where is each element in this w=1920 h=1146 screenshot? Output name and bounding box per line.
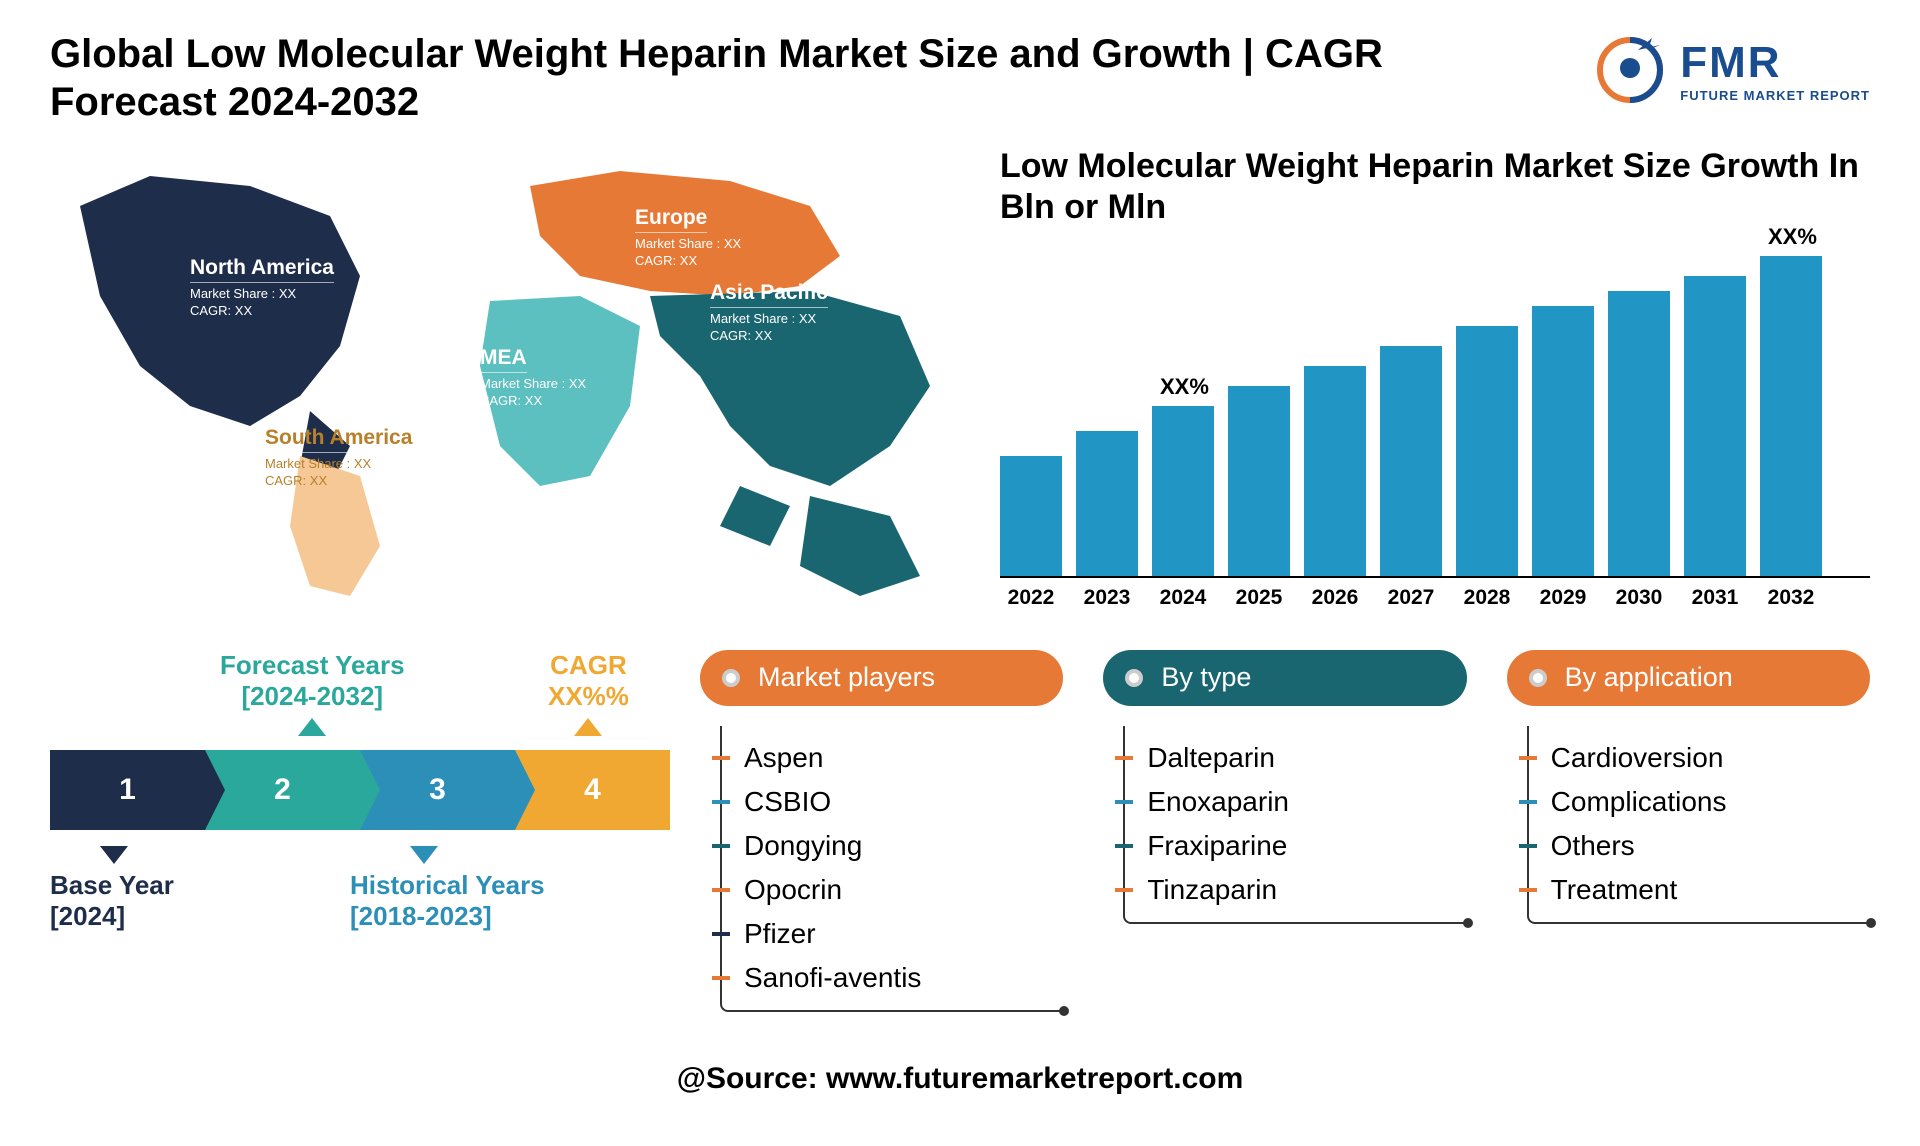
category-by-type: By type DalteparinEnoxaparinFraxiparineTi… <box>1103 650 1466 1012</box>
category-item: Dongying <box>752 824 1063 868</box>
item-bullet-icon <box>1115 756 1133 760</box>
bar-2028 <box>1456 326 1518 576</box>
page-title: Global Low Molecular Weight Heparin Mark… <box>50 30 1450 126</box>
region-south-america: South AmericaMarket Share : XXCAGR: XX <box>265 426 412 490</box>
world-map: North AmericaMarket Share : XXCAGR: XX So… <box>50 146 970 606</box>
bullet-icon <box>1125 669 1143 687</box>
bar-label: 2029 <box>1540 586 1587 610</box>
category-item: Opocrin <box>752 868 1063 912</box>
region-mea: MEAMarket Share : XXCAGR: XX <box>480 346 586 410</box>
bar-chart: XX%XX% <box>1000 238 1870 578</box>
chart-title: Low Molecular Weight Heparin Market Size… <box>1000 146 1870 228</box>
forecast-years: [2024-2032] <box>220 681 405 712</box>
timeline-seg-4: 4 <box>515 750 670 830</box>
category-by-application: By application CardioversionComplications… <box>1507 650 1870 1012</box>
category-item: CSBIO <box>752 780 1063 824</box>
bar-label: 2031 <box>1692 586 1739 610</box>
item-bullet-icon <box>1519 756 1537 760</box>
item-bullet-icon <box>712 976 730 980</box>
bar-2025 <box>1228 386 1290 576</box>
item-bullet-icon <box>1519 888 1537 892</box>
item-bullet-icon <box>1115 844 1133 848</box>
logo-main-text: FMR <box>1680 38 1870 88</box>
bar-label: 2025 <box>1236 586 1283 610</box>
item-bullet-icon <box>1519 844 1537 848</box>
category-item: Sanofi-aventis <box>752 956 1063 1000</box>
category-item: Others <box>1559 824 1870 868</box>
category-item: Complications <box>1559 780 1870 824</box>
base-year-label: Base Year <box>50 870 174 901</box>
category-item: Aspen <box>752 736 1063 780</box>
category-item: Pfizer <box>752 912 1063 956</box>
timeline-seg-1: 1 <box>50 750 205 830</box>
bar-2023 <box>1076 431 1138 576</box>
item-bullet-icon <box>1115 888 1133 892</box>
category-item: Cardioversion <box>1559 736 1870 780</box>
bar-2031 <box>1684 276 1746 576</box>
header: Global Low Molecular Weight Heparin Mark… <box>50 30 1870 126</box>
bar-label: 2030 <box>1616 586 1663 610</box>
item-bullet-icon <box>712 800 730 804</box>
bar-label: 2023 <box>1084 586 1131 610</box>
category-item: Enoxaparin <box>1155 780 1466 824</box>
category-item: Fraxiparine <box>1155 824 1466 868</box>
cagr-value: XX%% <box>548 681 629 712</box>
bar-2026 <box>1304 366 1366 576</box>
item-bullet-icon <box>1519 800 1537 804</box>
bullet-icon <box>722 669 740 687</box>
historical-label: Historical Years <box>350 870 545 901</box>
bar-2030 <box>1608 291 1670 576</box>
region-europe: EuropeMarket Share : XXCAGR: XX <box>635 206 741 270</box>
logo: FMR FUTURE MARKET REPORT <box>1590 30 1870 110</box>
category-header: By application <box>1507 650 1870 706</box>
category-market-players: Market players AspenCSBIODongyingOpocrinP… <box>700 650 1063 1012</box>
bar-2029 <box>1532 306 1594 576</box>
timeline: Forecast Years [2024-2032] CAGR XX%% 123… <box>50 650 670 830</box>
bullet-icon <box>1529 669 1547 687</box>
cagr-label: CAGR <box>548 650 629 681</box>
category-header: Market players <box>700 650 1063 706</box>
category-item: Tinzaparin <box>1155 868 1466 912</box>
bar-2022 <box>1000 456 1062 576</box>
category-item: Dalteparin <box>1155 736 1466 780</box>
forecast-label: Forecast Years <box>220 650 405 681</box>
item-bullet-icon <box>712 932 730 936</box>
base-year-value: [2024] <box>50 901 174 932</box>
item-bullet-icon <box>712 888 730 892</box>
bar-label: 2024 <box>1160 586 1207 610</box>
historical-years: [2018-2023] <box>350 901 545 932</box>
bar-2027 <box>1380 346 1442 576</box>
logo-sub-text: FUTURE MARKET REPORT <box>1680 88 1870 103</box>
bar-2024 <box>1152 406 1214 576</box>
categories: Market players AspenCSBIODongyingOpocrinP… <box>700 650 1870 1012</box>
bar-chart-section: Low Molecular Weight Heparin Market Size… <box>1000 146 1870 610</box>
bar-label: 2022 <box>1008 586 1055 610</box>
timeline-seg-3: 3 <box>360 750 515 830</box>
category-item: Treatment <box>1559 868 1870 912</box>
bar-annotation: XX% <box>1160 374 1209 400</box>
item-bullet-icon <box>712 844 730 848</box>
bar-label: 2032 <box>1768 586 1815 610</box>
item-bullet-icon <box>712 756 730 760</box>
bar-2032 <box>1760 256 1822 576</box>
category-header: By type <box>1103 650 1466 706</box>
region-north-america: North AmericaMarket Share : XXCAGR: XX <box>190 256 334 320</box>
bar-label: 2028 <box>1464 586 1511 610</box>
bar-label: 2027 <box>1388 586 1435 610</box>
source-text: @Source: www.futuremarketreport.com <box>50 1062 1870 1096</box>
timeline-seg-2: 2 <box>205 750 360 830</box>
bar-annotation: XX% <box>1768 224 1817 250</box>
region-asia-pacific: Asia PacificMarket Share : XXCAGR: XX <box>710 281 828 345</box>
bar-label: 2026 <box>1312 586 1359 610</box>
item-bullet-icon <box>1115 800 1133 804</box>
fmr-globe-icon <box>1590 30 1670 110</box>
